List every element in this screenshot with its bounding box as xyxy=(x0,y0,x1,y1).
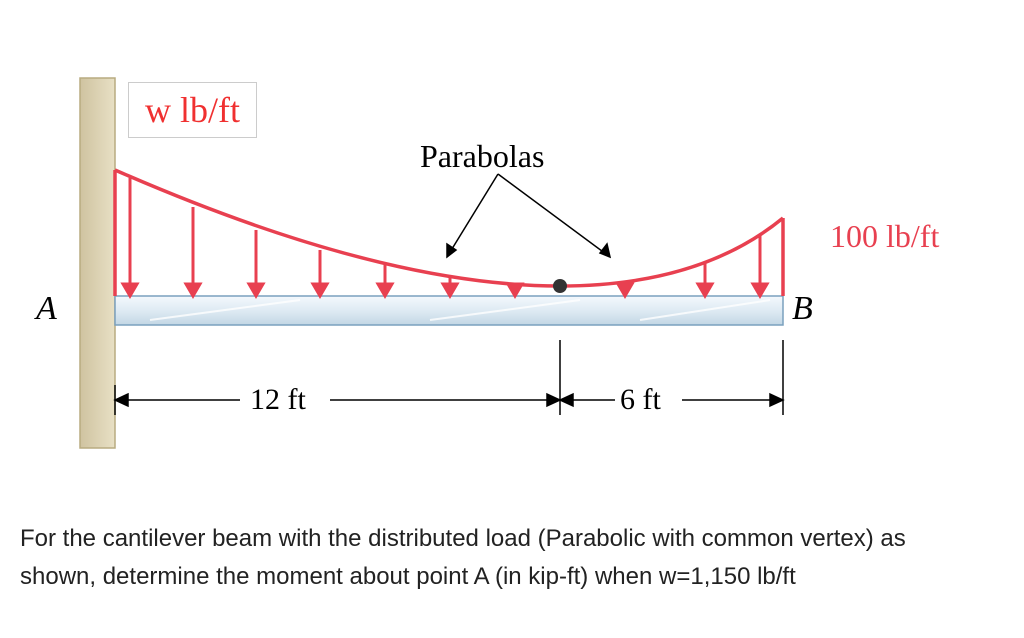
question-text-line2: shown, determine the moment about point … xyxy=(20,558,796,595)
vertex-dot xyxy=(553,279,567,293)
w-load-label: w lb/ft xyxy=(128,82,257,138)
parabolas-label: Parabolas xyxy=(420,138,544,175)
load-curve-right xyxy=(560,218,783,286)
b-load-label: 100 lb/ft xyxy=(830,218,939,255)
parabola-pointers xyxy=(447,174,610,257)
dim-12ft: 12 ft xyxy=(250,383,306,417)
wall xyxy=(80,78,115,448)
diagram-container: w lb/ft Parabolas 100 lb/ft A B 12 ft 6 … xyxy=(0,0,1024,638)
dim-6ft: 6 ft xyxy=(620,383,661,417)
dimensions xyxy=(115,340,783,415)
point-b-label: B xyxy=(792,290,813,328)
load-curve-left xyxy=(115,170,560,286)
point-a-label: A xyxy=(36,290,57,328)
load-arrows xyxy=(123,178,767,296)
question-text-line1: For the cantilever beam with the distrib… xyxy=(20,520,906,557)
